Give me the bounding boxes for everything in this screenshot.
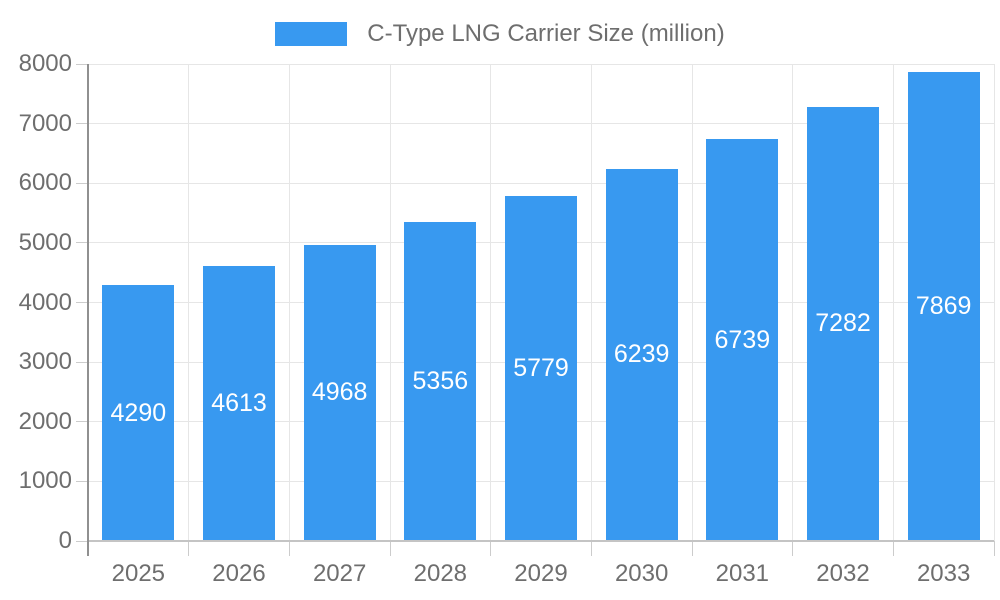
plot-area: 4290 4613 4968 5356 5779 6239 6739 7282 7869 <box>88 63 995 541</box>
x-tick-label: 2026 <box>212 560 266 587</box>
x-tick-label: 2025 <box>111 560 166 587</box>
y-axis-tick <box>76 63 88 65</box>
x-axis-tick <box>188 541 190 556</box>
legend: C-Type LNG Carrier Size (million) <box>0 20 1000 48</box>
y-tick-label: 0 <box>58 527 72 554</box>
y-tick-label: 1000 <box>18 467 72 495</box>
bar[interactable]: 5356 <box>404 221 477 541</box>
y-axis-tick <box>76 540 88 542</box>
legend-swatch <box>275 22 348 46</box>
gridline-v <box>892 64 894 541</box>
bar[interactable]: 6239 <box>605 168 678 541</box>
legend-label: C-Type LNG Carrier Size (million) <box>367 20 725 47</box>
gridline-v <box>792 64 794 541</box>
x-axis-tick <box>490 541 492 556</box>
bar[interactable]: 7282 <box>807 106 879 541</box>
bar-value-label: 7282 <box>815 309 871 338</box>
bar[interactable]: 6739 <box>706 139 779 541</box>
gridline-h <box>88 63 994 65</box>
y-tick-label: 2000 <box>18 407 72 435</box>
bar[interactable]: 4290 <box>102 285 175 541</box>
bar-value-label: 6739 <box>714 325 771 354</box>
y-tick-label: 5000 <box>18 228 72 256</box>
y-axis-tick <box>76 182 88 184</box>
x-tick-label: 2029 <box>514 560 568 587</box>
bar-value-label: 5356 <box>412 366 469 395</box>
bar[interactable]: 4968 <box>303 244 376 541</box>
y-tick-label: 7000 <box>18 109 72 137</box>
x-tick-label: 2027 <box>312 560 367 587</box>
y-tick-label: 4000 <box>18 288 72 316</box>
x-axis-tick <box>691 541 693 556</box>
bar-value-label: 4290 <box>110 398 167 427</box>
gridline-v <box>188 64 190 541</box>
y-tick-label: 8000 <box>18 50 72 77</box>
x-axis-tick <box>792 541 794 556</box>
gridline-v <box>389 64 391 541</box>
x-axis-tick <box>892 541 894 556</box>
x-tick-label: 2032 <box>816 560 870 587</box>
y-axis-line <box>87 64 89 556</box>
bar[interactable]: 5779 <box>505 196 577 541</box>
x-axis-tick <box>288 541 290 556</box>
x-axis-tick <box>590 541 592 556</box>
x-tick-label: 2028 <box>413 560 468 587</box>
gridline-v <box>490 64 492 541</box>
y-axis-tick <box>76 361 88 363</box>
y-axis-tick <box>76 123 88 125</box>
gridline-v <box>691 64 693 541</box>
bar-value-label: 7869 <box>915 291 972 320</box>
bar[interactable]: 7869 <box>907 71 980 541</box>
y-axis-tick <box>76 242 88 244</box>
bar-value-label: 5779 <box>513 354 569 383</box>
bar[interactable]: 4613 <box>203 265 275 541</box>
y-tick-label: 6000 <box>18 169 72 197</box>
y-axis-tick <box>76 421 88 423</box>
gridline-v <box>590 64 592 541</box>
x-tick-label: 2031 <box>715 560 770 587</box>
gridline-h <box>88 182 994 184</box>
y-axis-tick <box>76 480 88 482</box>
legend-item[interactable]: C-Type LNG Carrier Size (million) <box>275 20 725 48</box>
y-axis-tick <box>76 302 88 303</box>
x-axis-tick <box>993 541 995 556</box>
bar-value-label: 4613 <box>211 388 267 417</box>
gridline-v <box>288 64 290 541</box>
gridline-h <box>88 123 994 125</box>
x-axis-tick <box>389 541 391 556</box>
x-axis-line <box>88 540 994 542</box>
x-tick-label: 2030 <box>614 560 669 587</box>
x-tick-label: 2033 <box>916 560 971 587</box>
y-tick-label: 3000 <box>18 348 72 376</box>
bar-value-label: 4968 <box>311 378 368 407</box>
bar-value-label: 6239 <box>613 340 670 369</box>
gridline-v <box>993 64 995 541</box>
